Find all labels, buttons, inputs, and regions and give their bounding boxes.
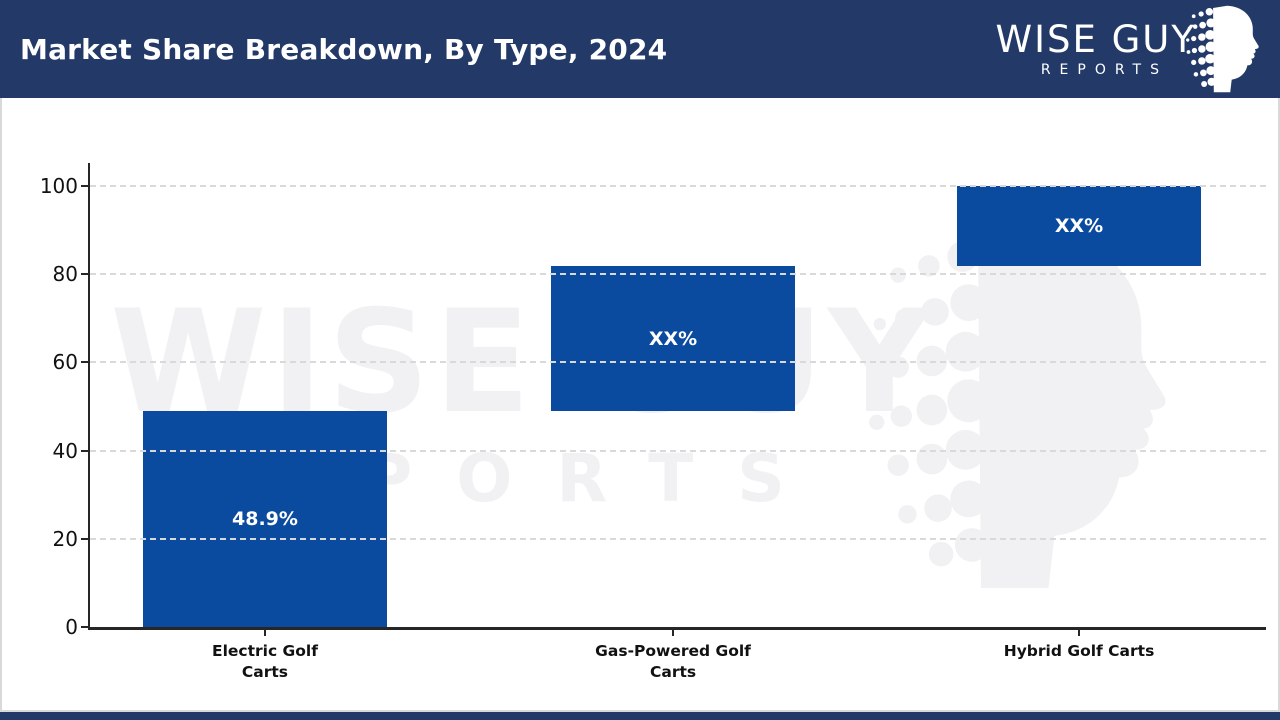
y-tick-label: 0 bbox=[65, 615, 78, 639]
wiseguy-head-icon bbox=[1186, 5, 1259, 93]
gridline bbox=[90, 449, 1266, 452]
gridline bbox=[90, 273, 1266, 276]
logo-subtitle: REPORTS bbox=[1040, 62, 1168, 78]
y-tick-label: 100 bbox=[39, 174, 78, 198]
y-tick bbox=[81, 185, 90, 187]
y-tick bbox=[81, 626, 90, 628]
bar-1: 48.9% bbox=[142, 411, 387, 627]
y-tick bbox=[81, 361, 90, 364]
y-tick-label: 60 bbox=[52, 350, 78, 375]
y-tick-label: 80 bbox=[52, 262, 78, 287]
bar-2: XX% bbox=[551, 265, 796, 412]
gridline bbox=[90, 537, 1266, 540]
gridline bbox=[90, 185, 1266, 187]
y-tick bbox=[81, 537, 90, 540]
category-label: Gas-Powered Golf Carts bbox=[595, 642, 751, 681]
logo-wordmark: WISE GUY bbox=[995, 18, 1196, 61]
y-tick-label: 20 bbox=[52, 526, 78, 551]
chart-area: WISE GUY REPORTS 0 20 40 60 80 100 48.9% Electr… bbox=[0, 98, 1280, 710]
y-axis bbox=[88, 163, 90, 629]
page-title: Market Share Breakdown, By Type, 2024 bbox=[20, 32, 668, 66]
y-tick bbox=[81, 449, 90, 452]
footer-bar bbox=[0, 712, 1280, 720]
bar-value-label: XX% bbox=[1054, 214, 1104, 237]
header: Market Share Breakdown, By Type, 2024 WI… bbox=[0, 0, 1280, 98]
bar-value-label: XX% bbox=[648, 327, 698, 350]
logo-text: WISE GUY REPORTS bbox=[995, 18, 1196, 79]
bar-3: XX% bbox=[957, 186, 1202, 266]
category-label: Electric Golf Carts bbox=[211, 642, 318, 681]
x-tick bbox=[1078, 629, 1081, 636]
wiseguy-logo: WISE GUY REPORTS bbox=[996, 4, 1266, 94]
category-label: Hybrid Golf Carts bbox=[1003, 642, 1155, 660]
x-axis bbox=[88, 627, 1266, 630]
x-tick bbox=[263, 629, 266, 636]
x-tick bbox=[672, 629, 675, 636]
gridline bbox=[90, 361, 1266, 364]
y-tick bbox=[81, 273, 90, 276]
frame-border bbox=[0, 710, 1280, 712]
bar-value-label: 48.9% bbox=[232, 508, 298, 531]
y-tick-label: 40 bbox=[52, 438, 78, 463]
